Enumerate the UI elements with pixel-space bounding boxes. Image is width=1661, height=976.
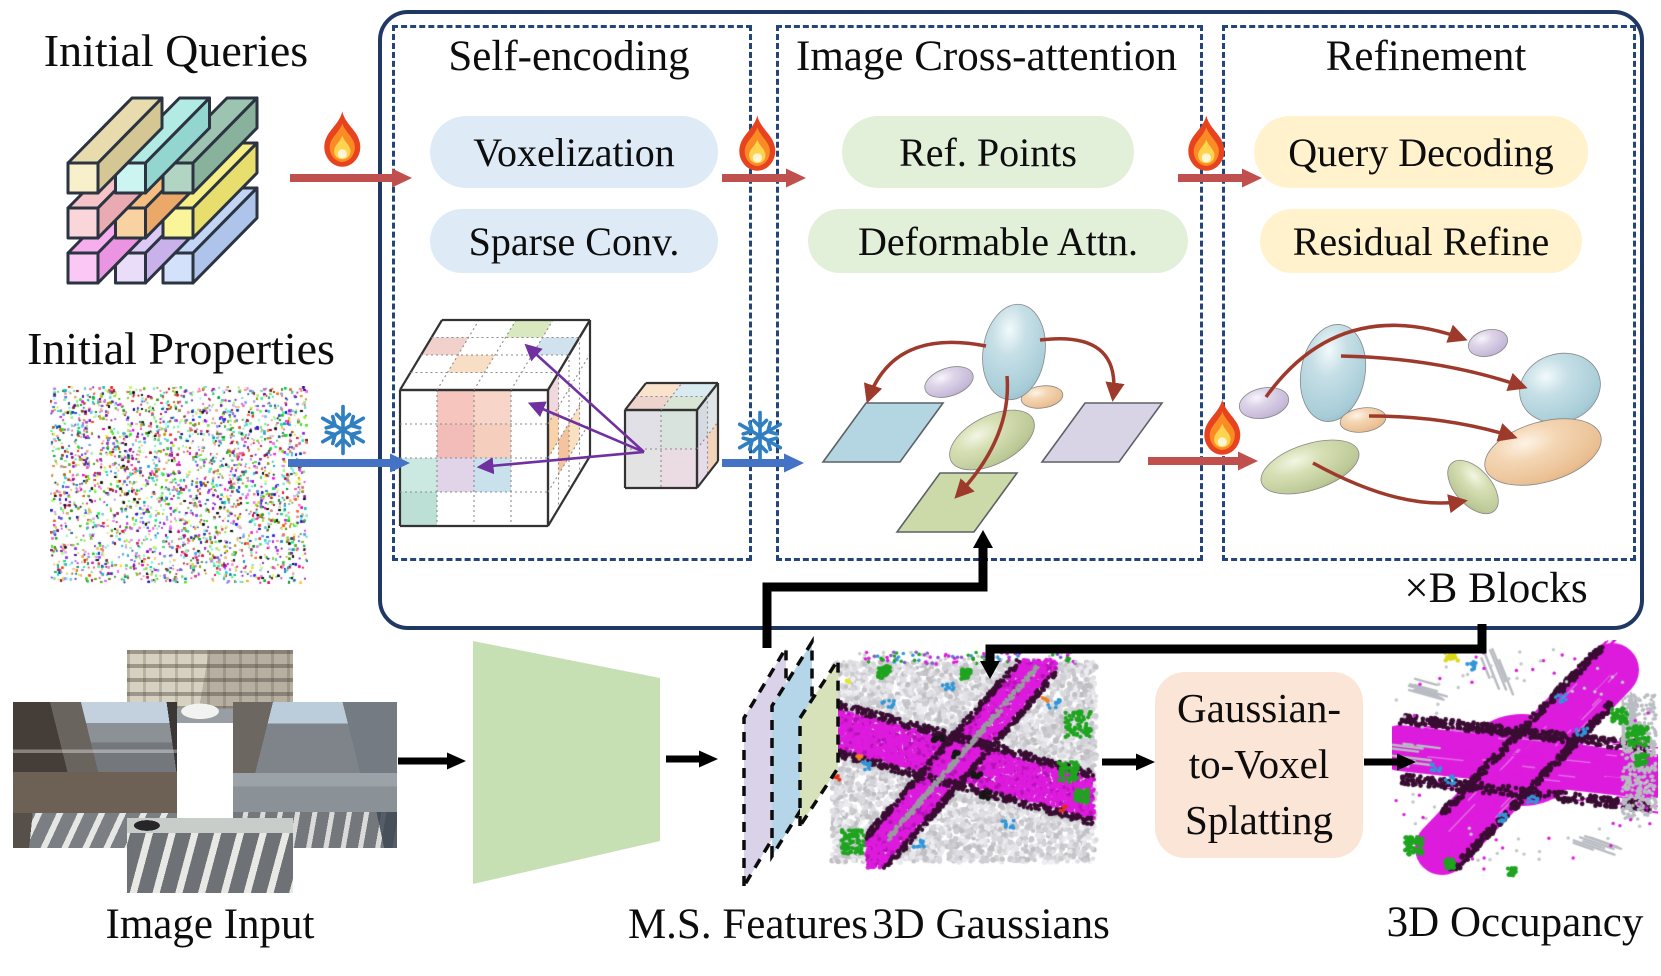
pill-query-decoding: Query Decoding bbox=[1254, 116, 1588, 188]
image-cross-attention-box bbox=[776, 25, 1203, 561]
pill-residual-refine: Residual Refine bbox=[1260, 209, 1582, 273]
ms-feature-planes-graphic bbox=[742, 635, 840, 893]
image-encoder-line2: Encoder bbox=[488, 763, 628, 810]
self-encoding-box bbox=[392, 25, 752, 561]
pill-ref-points: Ref. Points bbox=[842, 116, 1134, 188]
camera-image-back bbox=[127, 818, 293, 893]
initial-queries-label: Initial Queries bbox=[43, 25, 309, 76]
gaussians-caption: 3D Gaussians bbox=[872, 901, 1110, 948]
blocks-repeat-label: ×B Blocks bbox=[1404, 565, 1588, 612]
splatting-line1: Gaussian- bbox=[1177, 685, 1341, 732]
image-input-caption: Image Input bbox=[105, 901, 315, 948]
flame-icon bbox=[324, 111, 361, 167]
camera-image-front-right bbox=[233, 702, 397, 773]
occupancy-pointcloud-image bbox=[1392, 640, 1658, 878]
gaussians-pointcloud-image bbox=[826, 646, 1102, 872]
pill-sparse-conv: Sparse Conv. bbox=[430, 209, 718, 273]
refinement-box bbox=[1222, 25, 1636, 561]
block-title-self-encoding: Self-encoding bbox=[448, 33, 690, 80]
occupancy-caption: 3D Occupancy bbox=[1386, 899, 1644, 946]
camera-image-front-left bbox=[13, 702, 177, 772]
image-encoder-line1: Image bbox=[505, 711, 611, 757]
initial-queries-tensor-graphic bbox=[66, 96, 259, 285]
splatting-line3: Splatting bbox=[1184, 796, 1334, 843]
image-encoder-label: Image Encoder bbox=[470, 708, 646, 812]
gaussian-to-voxel-splatting-box: Gaussian- to-Voxel Splatting bbox=[1155, 672, 1363, 858]
initial-properties-noise-image bbox=[50, 386, 308, 584]
splatting-line2: to-Voxel bbox=[1188, 741, 1330, 788]
snowflake-icon bbox=[317, 404, 369, 456]
pill-deformable-attn: Deformable Attn. bbox=[808, 209, 1188, 273]
block-title-refinement: Refinement bbox=[1325, 33, 1527, 80]
pill-voxelization: Voxelization bbox=[430, 116, 718, 188]
initial-properties-label: Initial Properties bbox=[27, 323, 335, 374]
block-title-image-cross-attention: Image Cross-attention bbox=[796, 33, 1177, 80]
ms-features-caption: M.S. Features bbox=[627, 901, 869, 948]
